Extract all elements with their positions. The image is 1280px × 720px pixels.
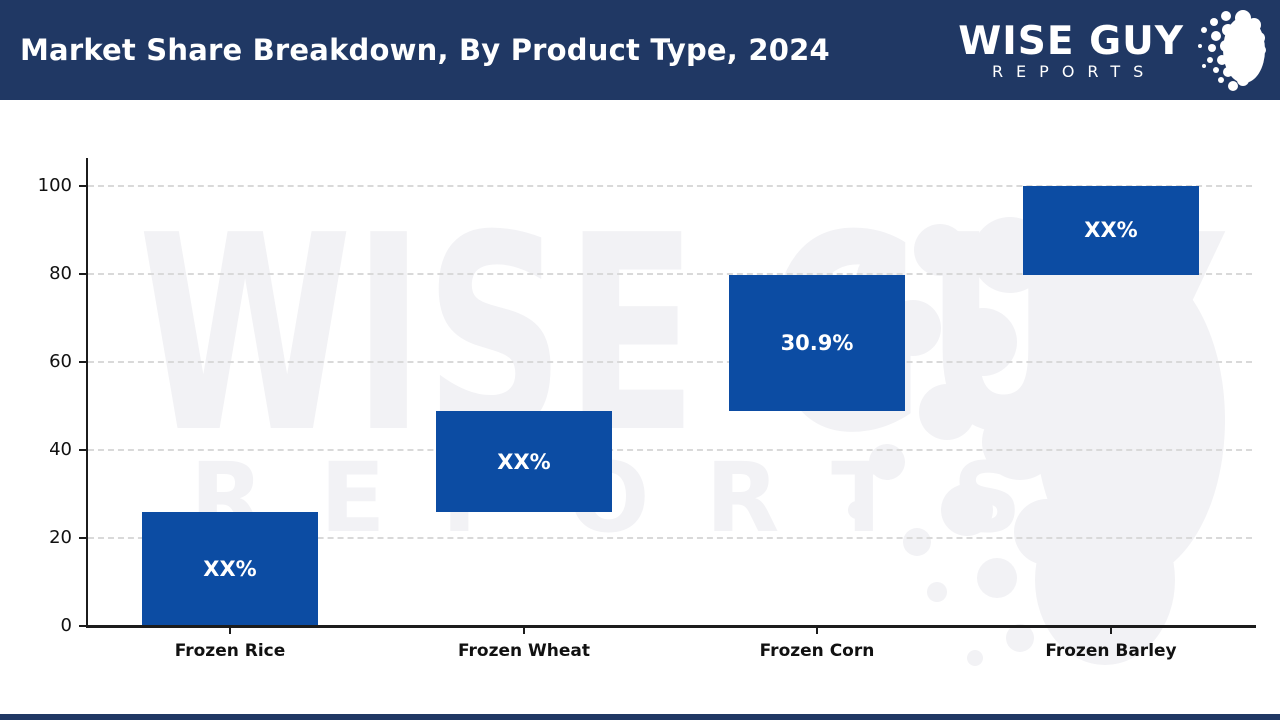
page-title: Market Share Breakdown, By Product Type,… [20, 33, 830, 67]
bar-frozen-corn: 30.9% [729, 274, 905, 411]
gridline-20 [88, 537, 1252, 539]
dotted-face-icon [1198, 10, 1266, 91]
x-axis-label: Frozen Corn [759, 641, 875, 661]
x-axis-label: Frozen Wheat [457, 641, 590, 661]
y-tick-40 [79, 449, 88, 451]
x-axis-label: Frozen Rice [174, 641, 286, 661]
x-tick-2 [523, 627, 525, 634]
x-tick-4 [1110, 627, 1112, 634]
y-tick-100 [79, 185, 88, 187]
x-tick-1 [229, 627, 231, 634]
bar-frozen-rice: XX% [142, 512, 318, 626]
bar-value-label: XX% [1084, 218, 1138, 243]
bar-value-label: XX% [497, 449, 551, 474]
header-bar: Market Share Breakdown, By Product Type,… [0, 0, 1280, 100]
y-tick-60 [79, 361, 88, 363]
brand-logo: WISE GUY REPORTS [958, 8, 1266, 92]
y-axis-spine [86, 158, 88, 628]
bar-frozen-wheat: XX% [436, 410, 612, 513]
y-tick-label: 20 [49, 527, 72, 548]
brand-logo-line2: REPORTS [991, 61, 1157, 81]
y-tick-label: 60 [49, 351, 72, 372]
y-tick-20 [79, 537, 88, 539]
y-tick-80 [79, 273, 88, 275]
brand-logo-line1: WISE GUY [958, 18, 1184, 64]
y-tick-label: 0 [60, 615, 72, 636]
x-tick-3 [816, 627, 818, 634]
x-axis-label: Frozen Barley [1045, 641, 1177, 661]
x-axis-spine [86, 625, 1256, 628]
gridline-80 [88, 273, 1252, 275]
y-tick-0 [79, 625, 88, 627]
footer-bar [0, 714, 1280, 720]
brand-logo-text: WISE GUY REPORTS [958, 18, 1184, 81]
y-tick-label: 100 [37, 175, 72, 196]
bar-value-label: XX% [203, 557, 257, 582]
gridline-100 [88, 185, 1252, 187]
y-tick-label: 80 [49, 263, 72, 284]
chart-area: WISE GUY REPORTS 0 20 40 60 80 100 XX% XX% 30.9%… [0, 100, 1280, 714]
gridline-40 [88, 449, 1252, 451]
bar-frozen-barley: XX% [1023, 186, 1199, 275]
bar-value-label: 30.9% [780, 330, 854, 355]
y-tick-label: 40 [49, 439, 72, 460]
gridline-60 [88, 361, 1252, 363]
